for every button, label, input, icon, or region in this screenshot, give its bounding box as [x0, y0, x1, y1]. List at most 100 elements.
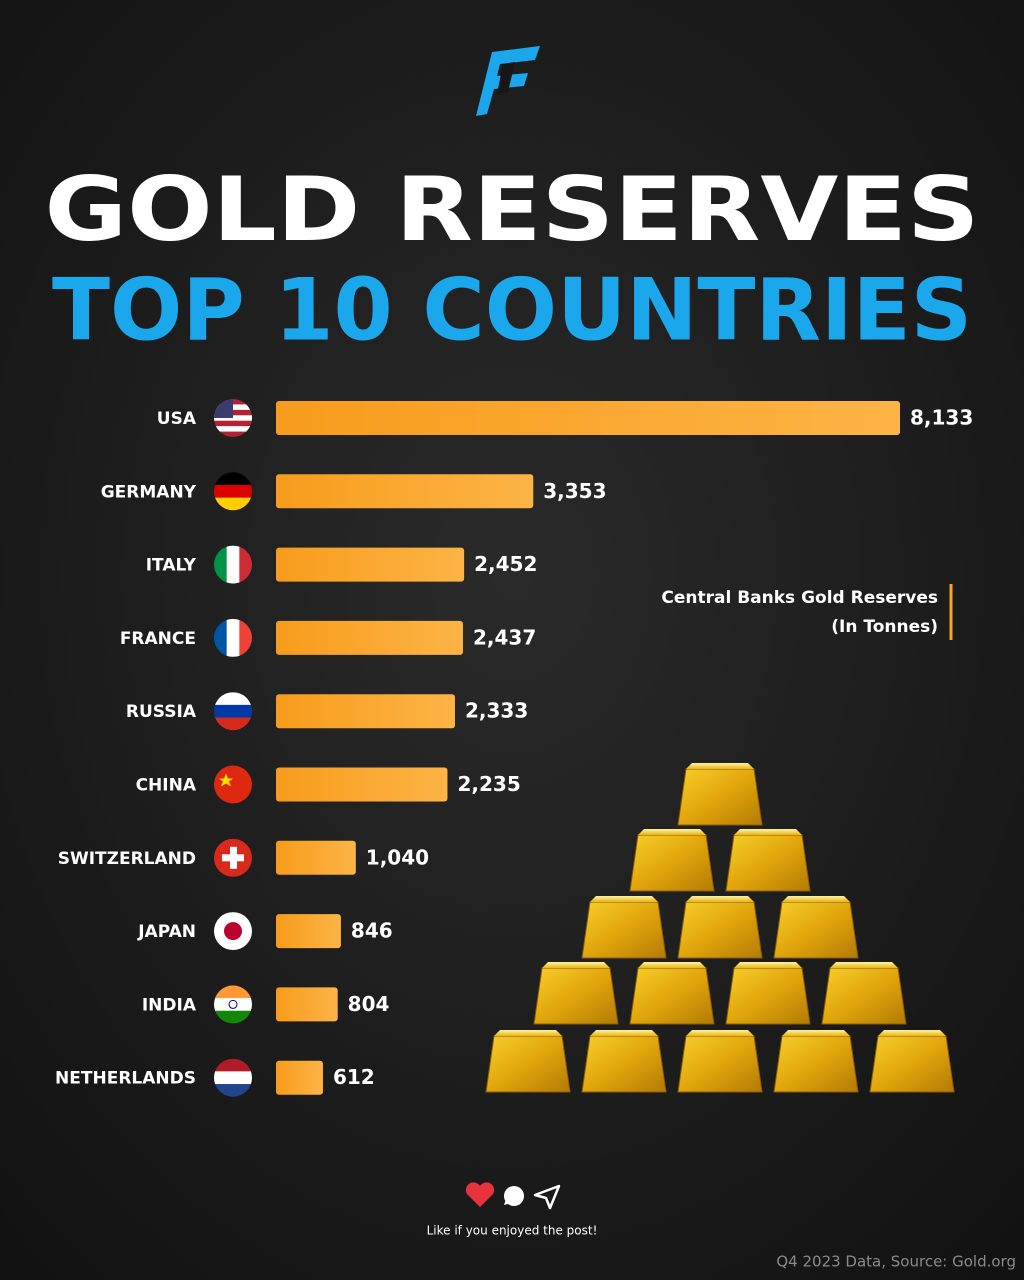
flag-stripe — [214, 415, 252, 422]
flag-stripe — [214, 1071, 252, 1085]
gold-bar-top — [590, 896, 658, 902]
gold-bar-top — [782, 896, 850, 902]
gold-bar — [773, 1035, 859, 1093]
gold-bar-top — [494, 1030, 562, 1036]
category-label: FRANCE — [120, 629, 196, 649]
gold-bar — [533, 967, 619, 1025]
bar — [276, 620, 463, 655]
flag-stripe — [214, 1084, 252, 1097]
share-icon[interactable] — [533, 1184, 561, 1210]
value-label: 2,437 — [473, 625, 536, 649]
gold-bar — [677, 901, 763, 959]
flag-stripe — [214, 618, 228, 657]
flag-disc — [224, 922, 242, 941]
flag-stripe — [226, 618, 240, 657]
gold-bar — [629, 967, 715, 1025]
bar — [276, 547, 465, 582]
title: GOLD RESERVES — [45, 158, 980, 261]
bar — [276, 987, 338, 1022]
gold-bar-top — [686, 1030, 754, 1036]
annotation: (In Tonnes) — [831, 617, 938, 637]
gold-bar — [725, 967, 811, 1025]
gold-bar-top — [734, 962, 802, 968]
gold-bar — [821, 967, 907, 1025]
gold-bar — [629, 834, 715, 892]
flag-cross — [222, 854, 244, 862]
flag — [214, 618, 252, 657]
gold-bar — [581, 1035, 667, 1093]
flag — [214, 985, 252, 1024]
category-label: ITALY — [146, 556, 197, 576]
category-label: NETHERLANDS — [55, 1069, 196, 1089]
flag — [214, 472, 252, 511]
gold-bars-illustration — [485, 763, 955, 1093]
value-label: 846 — [351, 919, 393, 943]
bar-chart: USA 8,133 GERMANY 3,353 ITALY 2,452 FRANCE 2,43… — [55, 399, 973, 1097]
flag — [214, 399, 252, 437]
gold-bar-top — [686, 763, 754, 769]
gold-bar — [581, 901, 667, 959]
bar — [276, 767, 448, 802]
gold-bar — [869, 1035, 955, 1093]
gold-bar-top — [878, 1030, 946, 1036]
gold-bar-top — [542, 962, 610, 968]
category-label: RUSSIA — [126, 702, 197, 722]
bar — [276, 694, 455, 729]
bar — [276, 840, 356, 875]
value-label: 2,333 — [465, 699, 528, 723]
value-label: 2,235 — [457, 772, 520, 796]
source: Q4 2023 Data, Source: Gold.org — [776, 1253, 1016, 1271]
flag-stripe — [214, 431, 252, 437]
bar — [276, 401, 900, 435]
gold-bar-top — [638, 962, 706, 968]
gold-bar-top — [830, 962, 898, 968]
bar — [276, 914, 341, 949]
subtitle: TOP 10 COUNTRIES — [52, 260, 972, 360]
value-label: 1,040 — [366, 845, 429, 869]
flag-stripe — [214, 484, 252, 499]
value-label: 612 — [333, 1065, 375, 1089]
flag-stripe — [214, 704, 252, 719]
flag-stripe — [214, 985, 252, 999]
flag — [214, 912, 252, 951]
flag-wheel — [228, 999, 238, 1009]
flag-stripe — [214, 1058, 252, 1072]
gold-bar — [677, 1035, 763, 1093]
value-label: 8,133 — [910, 406, 973, 430]
flag — [214, 1058, 252, 1097]
bar — [276, 474, 534, 509]
logo — [476, 46, 540, 116]
comment-icon[interactable] — [504, 1186, 524, 1206]
footer-text: Like if you enjoyed the post! — [427, 1224, 598, 1238]
flag-stripe — [214, 692, 252, 706]
gold-bar — [773, 901, 859, 959]
gold-bar-top — [638, 829, 706, 835]
social-icons — [465, 1182, 561, 1210]
gold-bar-top — [782, 1030, 850, 1036]
category-label: JAPAN — [137, 922, 196, 942]
flag — [214, 545, 252, 584]
category-label: SWITZERLAND — [58, 849, 196, 869]
category-label: GERMANY — [101, 482, 197, 502]
flag-stripe — [214, 998, 252, 1012]
value-label: 2,452 — [474, 552, 537, 576]
category-label: USA — [157, 409, 197, 429]
gold-bar — [725, 834, 811, 892]
flag-stripe — [239, 545, 252, 584]
flag-stripe — [214, 420, 252, 427]
annotation: Central Banks Gold Reserves — [661, 588, 938, 608]
category-label: INDIA — [142, 995, 197, 1015]
gold-bar-top — [590, 1030, 658, 1036]
like-icon[interactable] — [465, 1182, 495, 1207]
flag-stripe — [214, 717, 252, 731]
category-label: CHINA — [136, 776, 197, 796]
flag-stripe — [214, 426, 252, 433]
flag-stripe — [239, 618, 252, 657]
flag-stripe — [214, 545, 228, 584]
flag-stripe — [214, 472, 252, 486]
flag — [214, 838, 252, 877]
flag-field — [214, 765, 252, 804]
value-label: 804 — [348, 992, 390, 1016]
